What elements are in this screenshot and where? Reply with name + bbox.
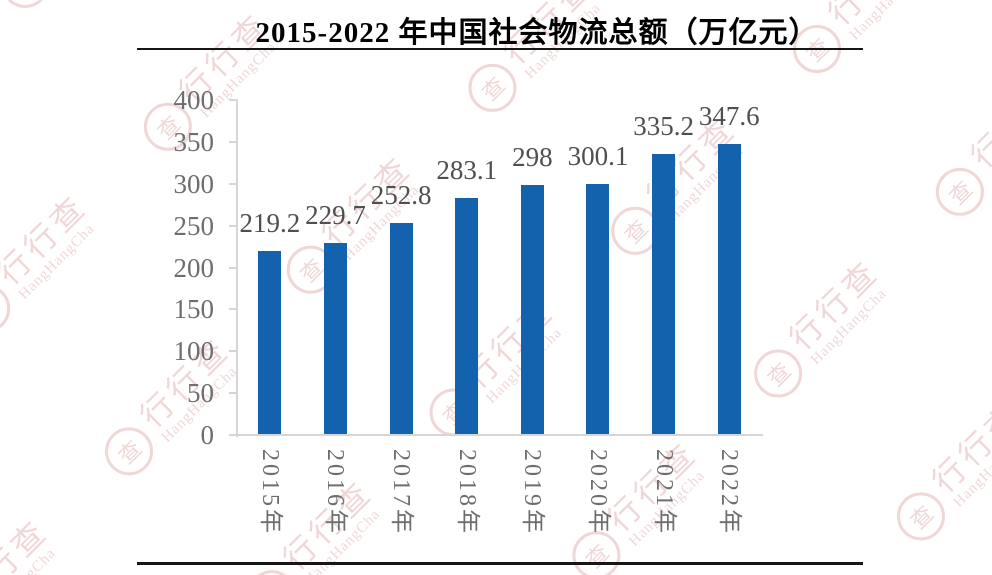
x-axis-tick-label: 2021年 [650,449,677,536]
x-axis-tick-label: 2017年 [388,449,415,536]
y-axis-tick-label: 300 [173,168,215,199]
bar [455,197,479,434]
bar-value-label: 298 [512,142,553,173]
y-axis-tick-mark [229,308,237,311]
chart-title: 2015-2022 年中国社会物流总额（万亿元） [255,17,819,49]
x-axis-tick-label: 2022年 [716,449,743,536]
y-axis-line [236,99,238,437]
bar [520,185,544,434]
title-divider [137,48,863,50]
bar-value-label: 335.2 [633,111,694,142]
x-axis-tick-label: 2019年 [519,449,546,536]
x-axis-tick-label: 2015年 [256,449,283,536]
y-axis-tick-label: 100 [173,336,215,367]
y-axis-tick-label: 150 [173,294,215,325]
bar [652,154,676,434]
bar [323,242,347,434]
y-axis-tick-mark [229,140,237,143]
bar-value-label: 219.2 [239,208,301,239]
y-axis-tick-mark [229,392,237,395]
y-axis-tick-mark [229,182,237,185]
x-axis-tick-label: 2016年 [322,449,349,536]
y-axis-tick-label: 400 [173,85,215,115]
y-axis-tick-label: 250 [173,210,215,241]
y-axis-tick-mark [229,434,237,436]
footer-divider [137,562,863,565]
bar-value-label: 347.6 [698,100,760,131]
bar-value-label: 283.1 [436,154,498,185]
y-axis-tick-mark [229,350,237,353]
x-axis-line [236,434,763,436]
y-axis-tick-mark [229,266,237,269]
bar [389,223,413,434]
bar [258,251,282,434]
y-axis-tick-mark [229,99,237,101]
y-axis-tick-label: 200 [173,252,215,283]
bar [586,183,610,434]
y-axis-tick-mark [229,224,237,227]
x-axis-tick-label: 2018年 [453,449,480,536]
bar [717,143,741,434]
bar-value-label: 229.7 [305,199,366,230]
bar-value-label: 252.8 [370,180,432,211]
y-axis-tick-label: 50 [187,378,214,409]
y-axis-tick-label: 350 [173,126,215,157]
y-axis-tick-label: 0 [200,420,215,450]
bar-value-label: 300.1 [567,140,629,171]
x-axis-tick-label: 2020年 [584,449,611,536]
